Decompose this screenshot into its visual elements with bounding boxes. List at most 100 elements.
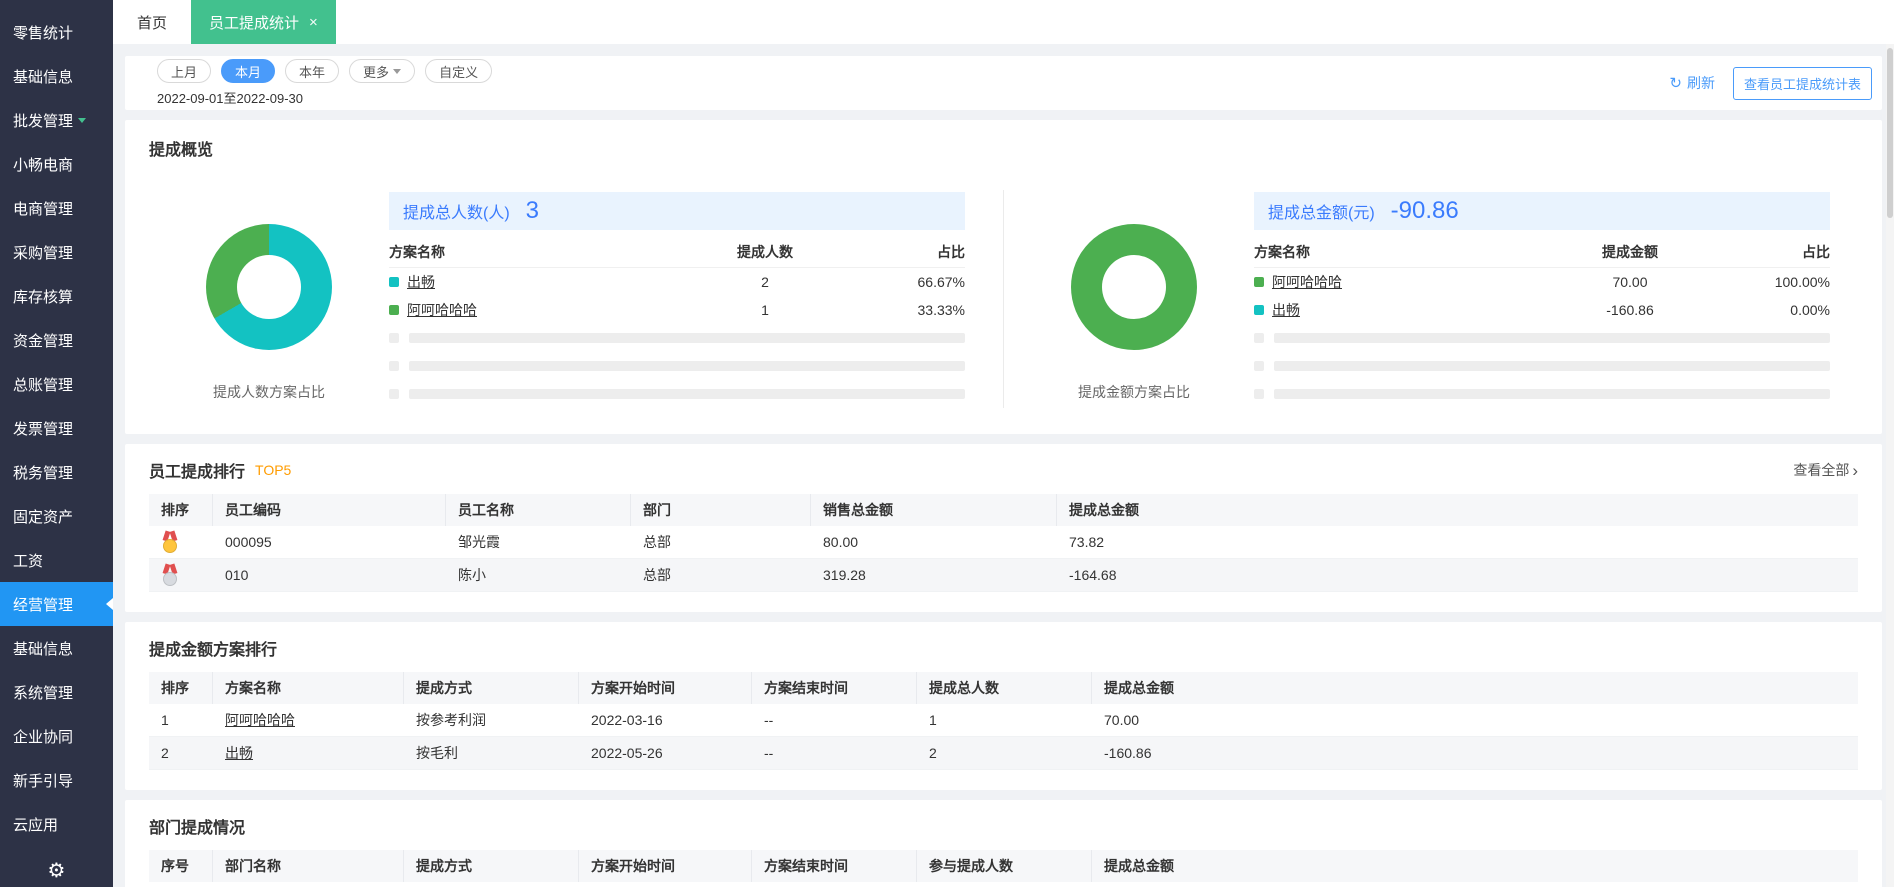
scheme-link[interactable]: 阿呵哈哈哈 <box>225 712 295 728</box>
column-header: 部门 <box>631 494 811 526</box>
sidebar-item-funds[interactable]: 资金管理 <box>0 318 113 362</box>
column-header: 部门名称 <box>213 850 404 882</box>
table-row: 1 阿呵哈哈哈 按参考利润 2022-03-16 -- 1 70.00 <box>149 704 1858 737</box>
column-header: 参与提成人数 <box>917 850 1092 882</box>
view-all-link[interactable]: 查看全部 › <box>1793 460 1858 480</box>
cell-count: 2 <box>761 274 769 290</box>
sidebar-item-beginner-guide[interactable]: 新手引导 <box>0 758 113 802</box>
filter-this-month-button[interactable]: 本月 <box>221 59 276 83</box>
sidebar-item-business-mgmt[interactable]: 经营管理 <box>0 582 113 626</box>
tab-home[interactable]: 首页 <box>113 0 191 44</box>
sidebar-item-enterprise-collab[interactable]: 企业协同 <box>0 714 113 758</box>
view-commission-report-button[interactable]: 查看员工提成统计表 <box>1732 66 1872 100</box>
sidebar-item-basic-info[interactable]: 基础信息 <box>0 54 113 98</box>
cell-count: 1 <box>761 302 769 318</box>
sidebar-item-tax[interactable]: 税务管理 <box>0 450 113 494</box>
sidebar-item-label: 库存核算 <box>13 288 74 306</box>
sidebar-item-invoice[interactable]: 发票管理 <box>0 406 113 450</box>
column-header: 方案结束时间 <box>752 672 917 704</box>
scheme-link[interactable]: 阿呵哈哈哈 <box>1272 274 1342 290</box>
vertical-divider <box>1003 190 1004 408</box>
tab-employee-commission-stats[interactable]: 员工提成统计 × <box>191 0 336 44</box>
sidebar-item-label: 采购管理 <box>13 244 74 262</box>
cell-method: 按毛利 <box>416 745 458 761</box>
column-header: 序号 <box>149 850 213 882</box>
sidebar-item-label: 新手引导 <box>13 772 74 790</box>
column-header: 方案开始时间 <box>579 672 752 704</box>
column-header: 排序 <box>149 494 213 526</box>
sidebar-item-label: 经营管理 <box>13 596 74 614</box>
cell-method: 按参考利润 <box>416 712 486 728</box>
empty-row <box>389 324 965 352</box>
sidebar-item-inventory[interactable]: 库存核算 <box>0 274 113 318</box>
filter-last-month-button[interactable]: 上月 <box>157 59 212 83</box>
table-row: 010 陈小 总部 319.28 -164.68 <box>149 559 1858 592</box>
table-row: 阿呵哈哈哈 1 33.33% <box>389 296 965 324</box>
empty-row-bar <box>1274 389 1830 399</box>
people-total-value: 3 <box>525 197 540 224</box>
cell-amount: 70.00 <box>1612 274 1648 290</box>
filter-more-button[interactable]: 更多 <box>349 59 416 83</box>
scheme-link[interactable]: 出畅 <box>407 274 435 290</box>
column-header: 员工名称 <box>446 494 631 526</box>
department-commission-card: 部门提成情况 序号 部门名称 提成方式 方案开始时间 方案结束时间 参与提成人数… <box>125 800 1882 887</box>
sidebar-item-cloud-apps[interactable]: 云应用 <box>0 802 113 846</box>
cell-people-count: 1 <box>929 712 937 728</box>
sidebar-item-label: 零售统计 <box>13 24 74 42</box>
cell-department: 总部 <box>643 534 671 550</box>
cell-start-date: 2022-05-26 <box>591 745 663 761</box>
table-row: 出畅 -160.86 0.00% <box>1254 296 1830 324</box>
scheme-link[interactable]: 出畅 <box>225 745 253 761</box>
sidebar-item-xiaochang-ecommerce[interactable]: 小畅电商 <box>0 142 113 186</box>
sidebar-item-payroll[interactable]: 工资 <box>0 538 113 582</box>
cell-amount: -160.86 <box>1606 302 1654 318</box>
column-header: 销售总金额 <box>811 494 1057 526</box>
empty-dot <box>389 333 399 343</box>
series-color-dot <box>1254 277 1264 287</box>
filter-custom-button[interactable]: 自定义 <box>425 59 493 83</box>
people-donut-label: 提成人数方案占比 <box>213 384 325 400</box>
sidebar-item-general-ledger[interactable]: 总账管理 <box>0 362 113 406</box>
date-range-text: 2022-09-01至2022-09-30 <box>157 91 303 106</box>
sidebar-item-basic-info-2[interactable]: 基础信息 <box>0 626 113 670</box>
sidebar-item-retail-stats[interactable]: 零售统计 <box>0 10 113 54</box>
sidebar-item-wholesale[interactable]: 批发管理 <box>0 98 113 142</box>
settings-gear-icon[interactable]: ⚙ <box>47 860 66 882</box>
overview-body: 提成人数方案占比 提成总人数(人) 3 方案名称 提成人数 占比 <box>149 166 1858 408</box>
sidebar-item-system-mgmt[interactable]: 系统管理 <box>0 670 113 714</box>
commission-overview-card: 提成概览 提成人数方案占比 提成总人数(人) 3 <box>125 120 1882 434</box>
column-header: 提成金额 <box>1602 243 1658 260</box>
section-title-overview: 提成概览 <box>149 142 214 159</box>
department-header: 部门提成情况 <box>149 814 1858 838</box>
empty-dot <box>1254 333 1264 343</box>
amount-total-value: -90.86 <box>1390 197 1459 224</box>
cell-start-date: 2022-03-16 <box>591 712 663 728</box>
employee-ranking-table: 排序 员工编码 员工名称 部门 销售总金额 提成总金额 000095 邹光霞 总… <box>149 494 1858 592</box>
scheme-link[interactable]: 出畅 <box>1272 302 1300 318</box>
tab-bar: 首页 员工提成统计 × <box>113 0 1894 44</box>
cell-amount-total: -160.86 <box>1104 745 1152 761</box>
empty-row <box>1254 324 1830 352</box>
sidebar-item-fixed-assets[interactable]: 固定资产 <box>0 494 113 538</box>
scrollbar[interactable] <box>1886 44 1894 887</box>
cell-end-date: -- <box>764 712 774 728</box>
empty-row-bar <box>1274 333 1830 343</box>
gold-medal-icon <box>161 530 179 553</box>
table-row: 000095 邹光霞 总部 80.00 73.82 <box>149 526 1858 559</box>
empty-row-bar <box>409 361 965 371</box>
series-color-dot <box>389 305 399 315</box>
scheme-link[interactable]: 阿呵哈哈哈 <box>407 302 477 318</box>
top5-badge: TOP5 <box>255 462 292 478</box>
people-donut-zone: 提成人数方案占比 <box>149 224 389 408</box>
scrollbar-thumb[interactable] <box>1887 48 1893 218</box>
cell-pct: 33.33% <box>917 302 965 318</box>
sidebar-item-ecommerce[interactable]: 电商管理 <box>0 186 113 230</box>
section-title-department: 部门提成情况 <box>149 820 246 837</box>
sidebar-item-purchasing[interactable]: 采购管理 <box>0 230 113 274</box>
close-icon[interactable]: × <box>309 13 318 31</box>
filter-this-year-button[interactable]: 本年 <box>285 59 340 83</box>
table-header-row: 方案名称 提成金额 占比 <box>1254 236 1830 268</box>
amount-total-header: 提成总金额(元) -90.86 <box>1254 192 1830 230</box>
refresh-button[interactable]: ↻ 刷新 <box>1669 73 1715 93</box>
